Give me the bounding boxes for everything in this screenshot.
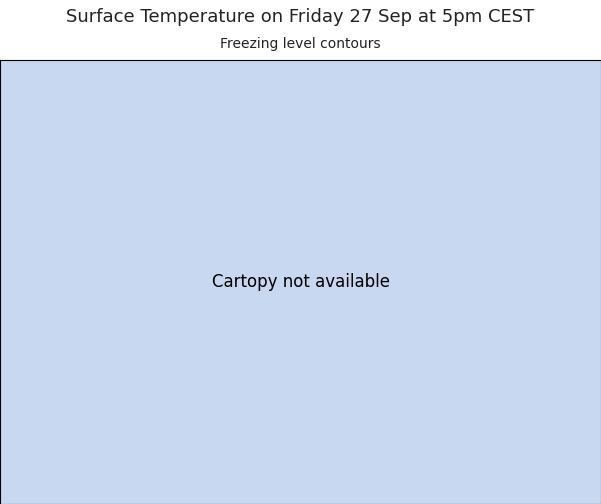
Text: Cartopy not available: Cartopy not available [212,273,389,291]
Text: Surface Temperature on Friday 27 Sep at 5pm CEST: Surface Temperature on Friday 27 Sep at … [66,8,535,26]
Text: Freezing level contours: Freezing level contours [220,37,381,50]
